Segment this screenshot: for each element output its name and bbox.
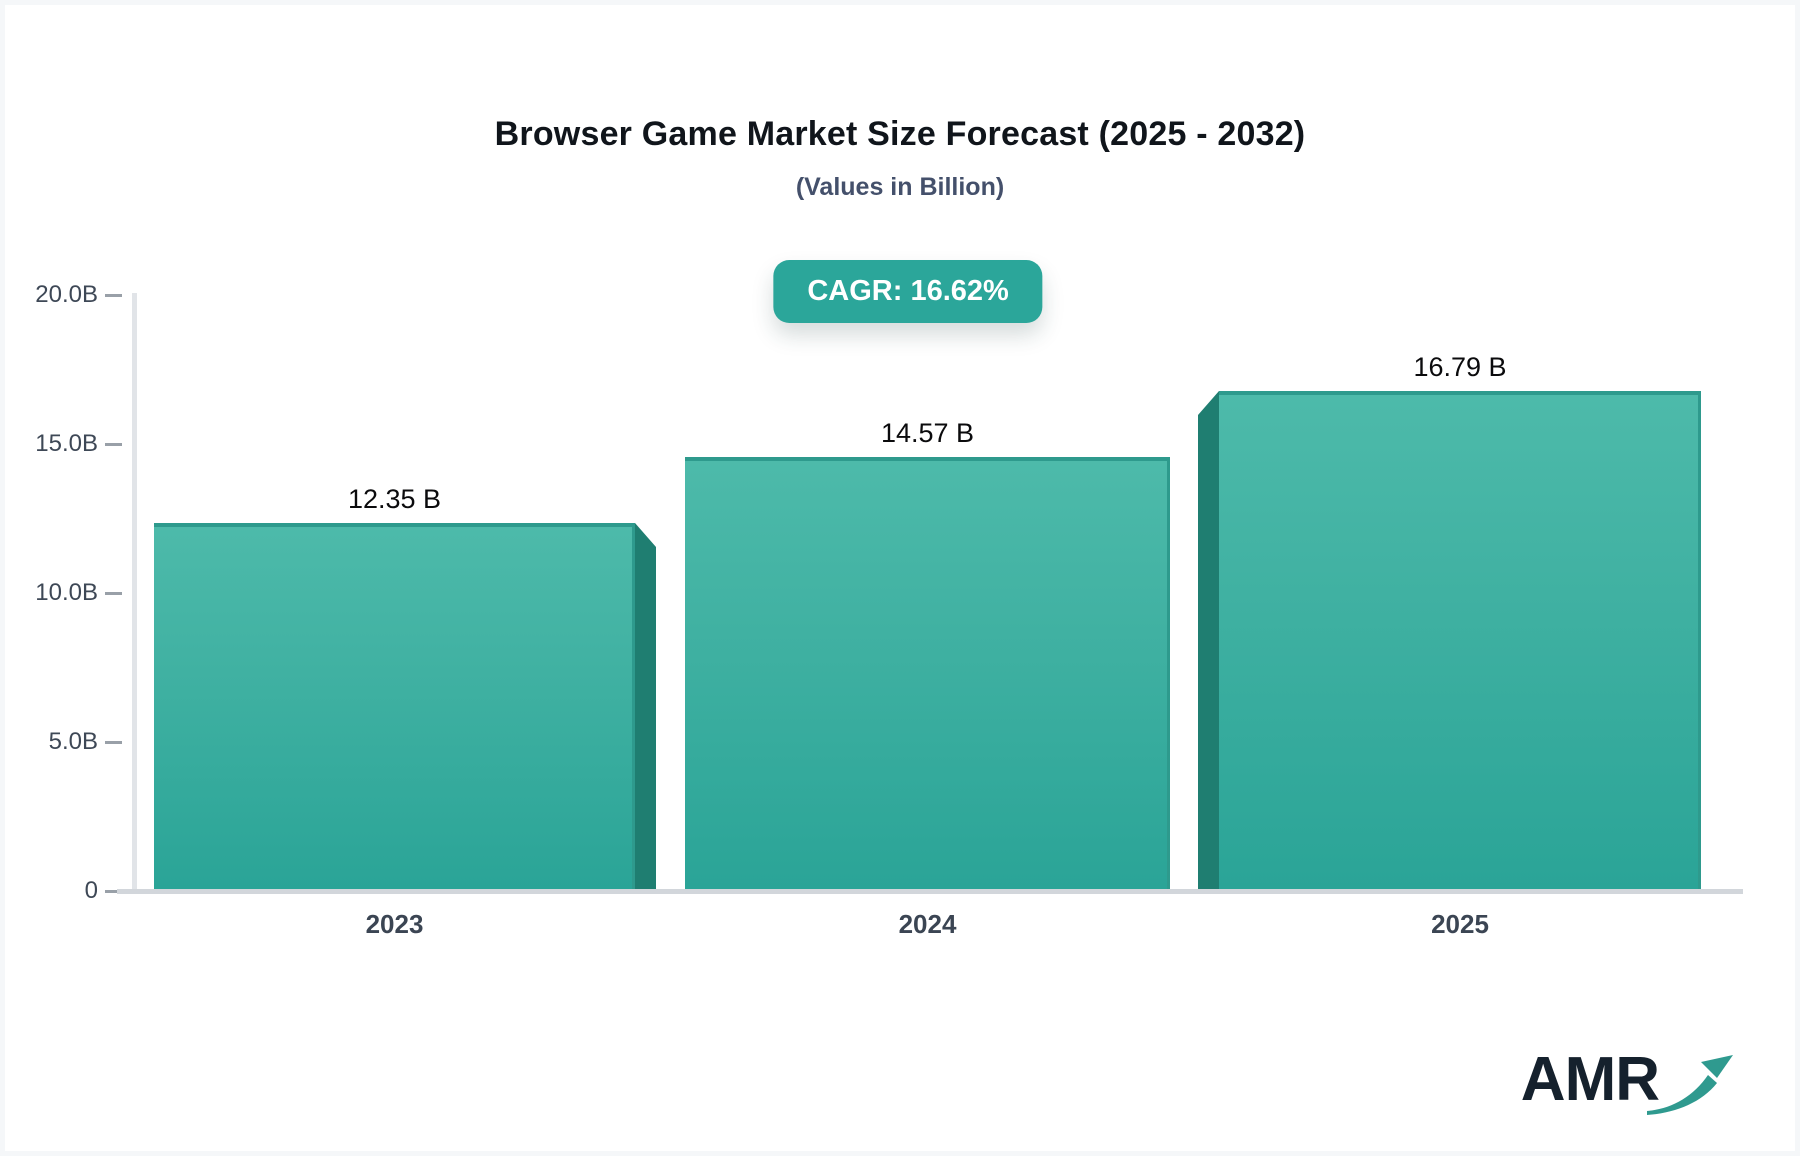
bar-edge <box>632 523 635 891</box>
amr-logo: AMR <box>1520 1045 1737 1115</box>
bar-edge <box>1698 391 1701 891</box>
chart-title: Browser Game Market Size Forecast (2025 … <box>494 115 1306 153</box>
bar-value-label: 14.57 B <box>880 418 975 448</box>
bar-edge <box>1167 457 1170 891</box>
y-tick-dash <box>105 592 122 595</box>
x-tick-label-2023: 2023 <box>365 909 424 939</box>
bar-3d-face <box>1198 391 1219 891</box>
bar-2024: 14.57 B <box>685 418 1170 891</box>
y-tick-dash <box>105 741 122 744</box>
cagr-badge: CAGR: 16.62% <box>773 260 1043 323</box>
bar-value-label: 12.35 B <box>347 484 442 514</box>
growth-arrow-icon <box>1647 1055 1733 1115</box>
x-tick-label-2024: 2024 <box>898 909 957 939</box>
bar-value-label: 16.79 B <box>1413 352 1507 382</box>
y-tick-label: 20.0B <box>35 281 98 308</box>
bar-2023: 12.35 B <box>154 484 656 891</box>
x-axis-line <box>117 889 1743 894</box>
y-tick-dash <box>105 294 122 297</box>
x-tick-label-2025: 2025 <box>1431 909 1489 939</box>
y-tick-dash <box>105 890 122 893</box>
y-tick-label: 15.0B <box>35 430 98 457</box>
bar-2025: 16.79 B <box>1198 352 1701 891</box>
amr-logo-text: AMR <box>1520 1045 1660 1114</box>
y-tick-label: 0 <box>84 877 98 904</box>
y-axis-line <box>132 293 137 894</box>
y-tick-label: 10.0B <box>35 579 98 606</box>
chart-subtitle: (Values in Billion) <box>795 173 1005 201</box>
y-tick-label: 5.0B <box>48 728 98 755</box>
y-tick-dash <box>105 443 122 446</box>
bar-3d-face <box>635 523 656 891</box>
plot-area: 20.0B 15.0B 10.0B 5.0B 0 12.35 B 14.57 B <box>5 281 1795 904</box>
